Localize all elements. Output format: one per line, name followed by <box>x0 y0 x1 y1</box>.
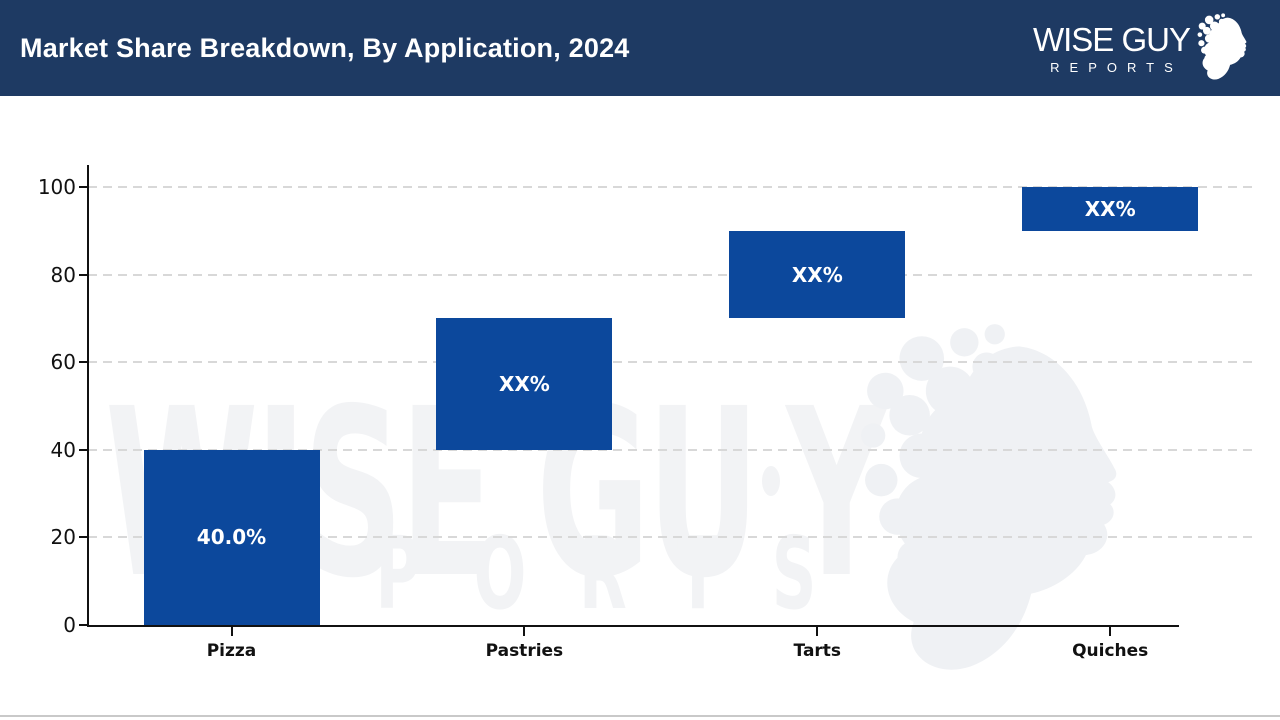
x-tick-mark <box>523 627 526 636</box>
bar-value-label: 40.0% <box>196 525 267 550</box>
y-axis-spine <box>87 165 89 627</box>
logo-wordmark: WISE GUY <box>1032 20 1191 58</box>
chart-plot-area: WISE GU Y REPORTS 0 20 40 60 80 100 40.0% Pizza X… <box>0 96 1280 720</box>
logo-subtitle: REPORTS <box>1050 60 1183 76</box>
y-tick-label: 60 <box>50 350 76 375</box>
y-tick-label: 100 <box>37 175 76 199</box>
x-tick-label: Pastries <box>485 641 564 661</box>
y-tick-mark <box>79 361 87 364</box>
y-tick-label: 0 <box>63 613 76 637</box>
bar-pizza <box>143 449 320 625</box>
bar-pastries <box>436 318 613 450</box>
x-tick-mark <box>1109 627 1112 636</box>
gridline <box>88 273 1253 276</box>
bar-value-label: XX% <box>791 262 843 287</box>
y-tick-mark <box>79 273 87 276</box>
y-tick-mark <box>79 536 87 539</box>
bar-value-label: XX% <box>1084 196 1136 221</box>
header-banner: Market Share Breakdown, By Application, … <box>0 0 1280 96</box>
chart-title: Market Share Breakdown, By Application, … <box>20 32 630 63</box>
y-tick-label: 40 <box>50 437 76 462</box>
x-tick-mark <box>816 627 819 636</box>
watermark-dot <box>762 466 781 496</box>
bottom-divider <box>0 715 1280 717</box>
gridline <box>88 361 1253 364</box>
y-tick-mark <box>79 624 87 626</box>
wise-guy-reports-logo: WISE GUY REPORTS <box>1033 10 1258 88</box>
y-tick-label: 20 <box>50 525 76 550</box>
gridline <box>88 186 1253 188</box>
dotted-head-profile-icon <box>1196 12 1258 86</box>
y-tick-mark <box>79 448 87 451</box>
gridline <box>88 448 1253 451</box>
bar-value-label: XX% <box>498 372 550 397</box>
x-axis-spine <box>87 625 1179 627</box>
y-tick-mark <box>79 186 87 188</box>
x-tick-label: Tarts <box>793 641 842 661</box>
x-tick-mark <box>230 627 233 636</box>
bar-tarts <box>729 230 906 319</box>
gridline <box>88 536 1253 539</box>
bar-quiches <box>1022 187 1199 231</box>
x-tick-label: Quiches <box>1072 641 1149 661</box>
logo-text: WISE GUY REPORTS <box>1032 20 1191 76</box>
x-tick-label: Pizza <box>206 641 257 661</box>
y-tick-label: 80 <box>50 262 76 287</box>
